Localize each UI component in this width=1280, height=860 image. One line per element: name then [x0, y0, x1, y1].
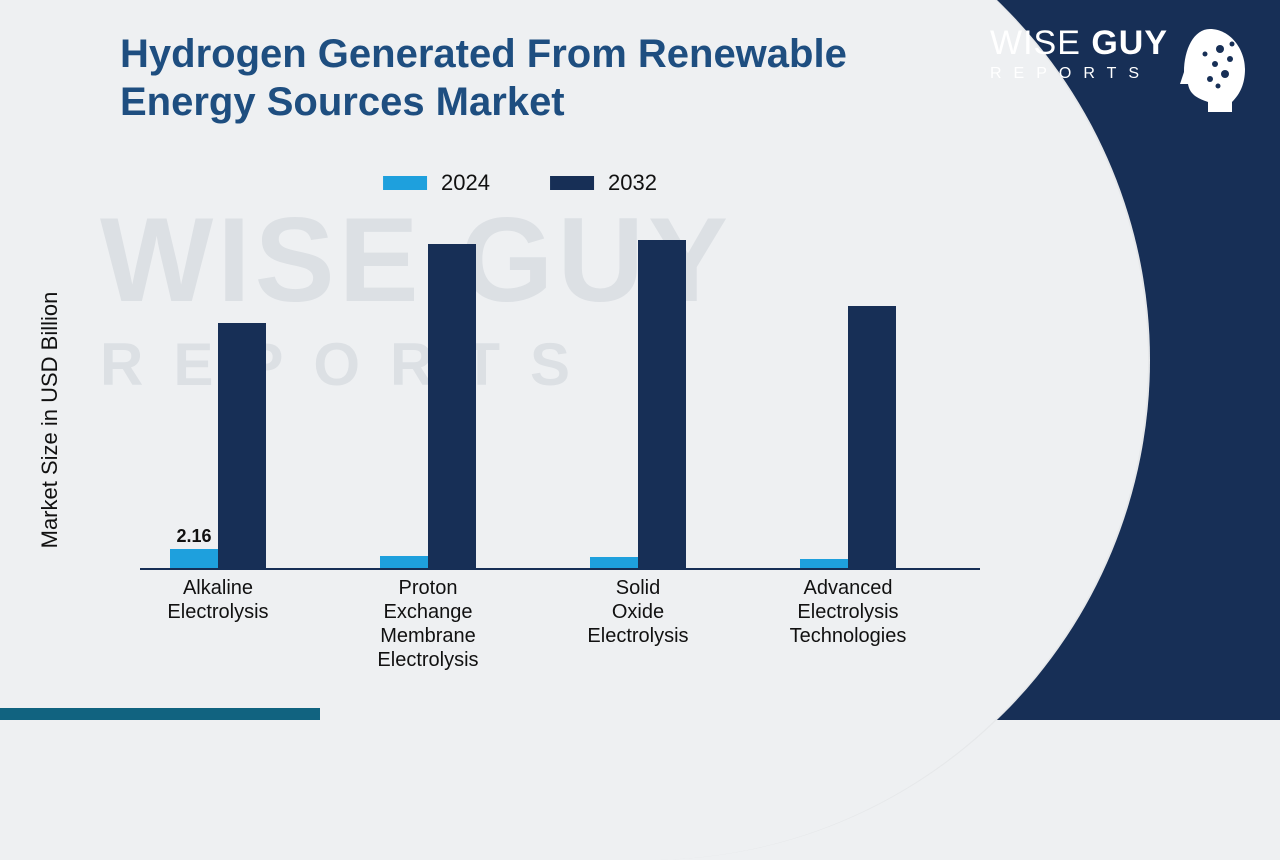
chart: Market Size in USD Billion 2024 2032 2.1… — [60, 160, 980, 680]
bar-2032 — [218, 323, 266, 568]
x-axis-label: AdvancedElectrolysisTechnologies — [758, 576, 938, 648]
bar-value-label: 2.16 — [176, 526, 211, 547]
legend: 2024 2032 — [383, 170, 657, 196]
y-axis-label: Market Size in USD Billion — [37, 292, 63, 549]
x-axis-label: AlkalineElectrolysis — [128, 576, 308, 624]
x-axis-label: SolidOxideElectrolysis — [548, 576, 728, 648]
brand-logo: WISE GUY REPORTS — [990, 24, 1250, 83]
bottom-strip — [0, 708, 320, 720]
page-root: WISE GUY REPORTS Hydrogen Generated From… — [0, 0, 1280, 720]
plot-area: 2.16 — [140, 220, 980, 570]
legend-label-2024: 2024 — [441, 170, 490, 196]
legend-item-2032: 2032 — [550, 170, 657, 196]
brand-logo-guy: GUY — [1091, 24, 1168, 62]
x-axis-labels: AlkalineElectrolysisProtonExchangeMembra… — [140, 570, 980, 680]
bar-2024 — [380, 556, 428, 568]
bar-2032 — [848, 306, 896, 569]
legend-swatch-2032 — [550, 176, 594, 190]
legend-swatch-2024 — [383, 176, 427, 190]
bar-2024 — [800, 559, 848, 568]
brand-logo-wise: WISE — [990, 24, 1081, 62]
bar-2024 — [590, 557, 638, 568]
legend-label-2032: 2032 — [608, 170, 657, 196]
chart-title: Hydrogen Generated From Renewable Energy… — [120, 30, 880, 126]
bar-2032 — [638, 240, 686, 568]
x-axis-label: ProtonExchangeMembraneElectrolysis — [338, 576, 518, 672]
bar-2024: 2.16 — [170, 549, 218, 568]
head-dots-icon — [1170, 24, 1250, 114]
legend-item-2024: 2024 — [383, 170, 490, 196]
bar-2032 — [428, 244, 476, 568]
